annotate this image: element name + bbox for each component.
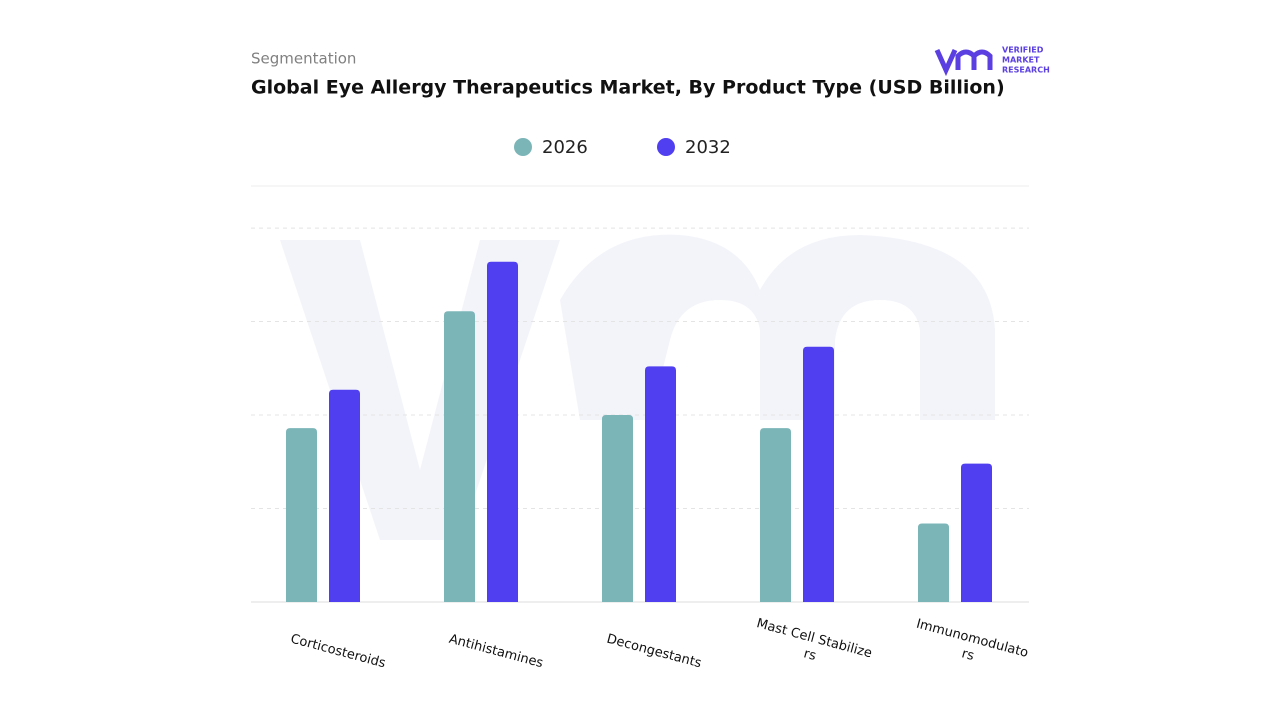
logo: VERIFIED MARKET RESEARCH [934,46,1050,77]
bar [803,346,834,602]
bar [286,428,317,602]
bar [961,463,992,602]
logo-text: VERIFIED [1002,46,1044,55]
bar [918,523,949,602]
legend-label: 2032 [685,137,731,158]
bar [645,366,676,602]
bar [329,389,360,602]
bar [487,261,518,602]
bar [760,428,791,602]
legend-swatch [657,138,675,156]
logo-text: RESEARCH [1002,66,1050,75]
legend-label: 2026 [542,137,588,158]
legend-swatch [514,138,532,156]
watermark [280,234,995,540]
bar [602,415,633,602]
logo-text: MARKET [1002,56,1040,65]
chart-title: Global Eye Allergy Therapeutics Market, … [251,77,1005,99]
subtitle: Segmentation [251,50,356,68]
logo-mark [934,48,993,77]
bar [444,311,475,602]
